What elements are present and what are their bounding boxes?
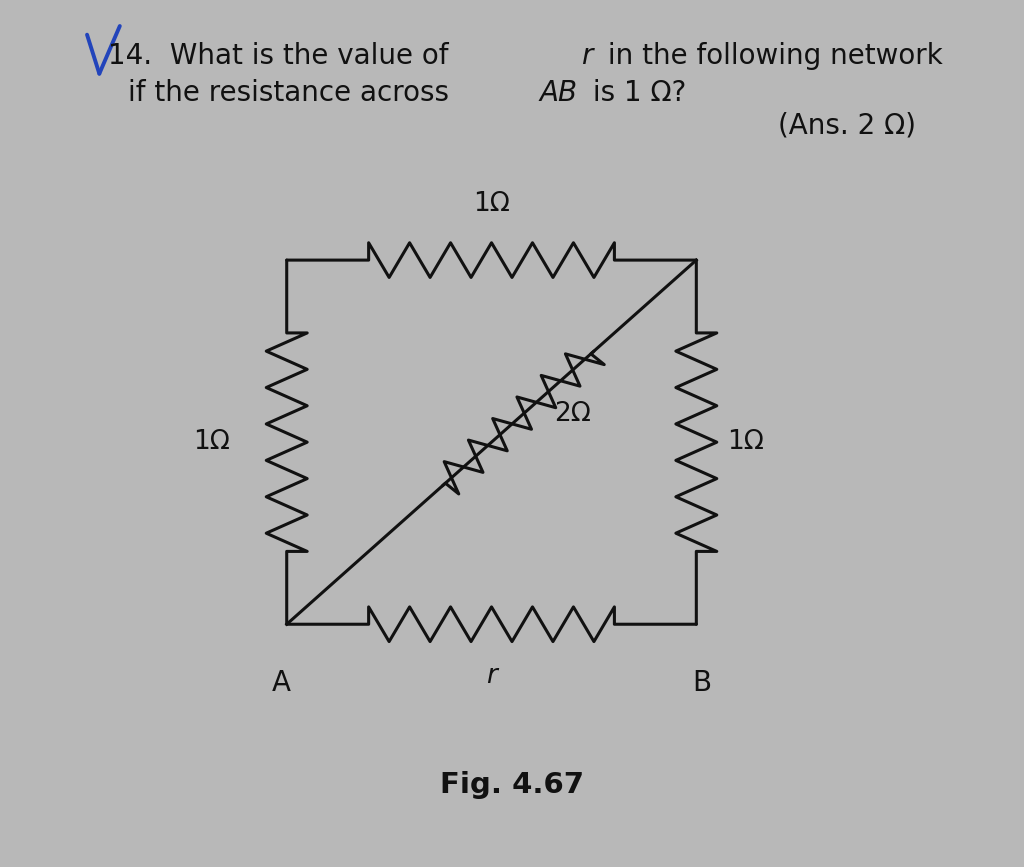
Text: AB: AB (540, 79, 578, 107)
Text: Fig. 4.67: Fig. 4.67 (440, 771, 584, 799)
Text: (Ans. 2 Ω): (Ans. 2 Ω) (778, 112, 916, 140)
Text: if the resistance across: if the resistance across (128, 79, 458, 107)
Text: A: A (272, 669, 291, 697)
Text: in the following network: in the following network (599, 42, 943, 70)
Text: 1Ω: 1Ω (473, 191, 510, 217)
Text: 1Ω: 1Ω (194, 429, 230, 455)
Text: is 1 Ω?: is 1 Ω? (584, 79, 686, 107)
Text: 2Ω: 2Ω (554, 401, 591, 427)
Text: 14.  What is the value of: 14. What is the value of (108, 42, 457, 70)
Text: r: r (486, 663, 497, 689)
Text: 1Ω: 1Ω (727, 429, 764, 455)
Text: r: r (581, 42, 592, 70)
Text: B: B (692, 669, 711, 697)
